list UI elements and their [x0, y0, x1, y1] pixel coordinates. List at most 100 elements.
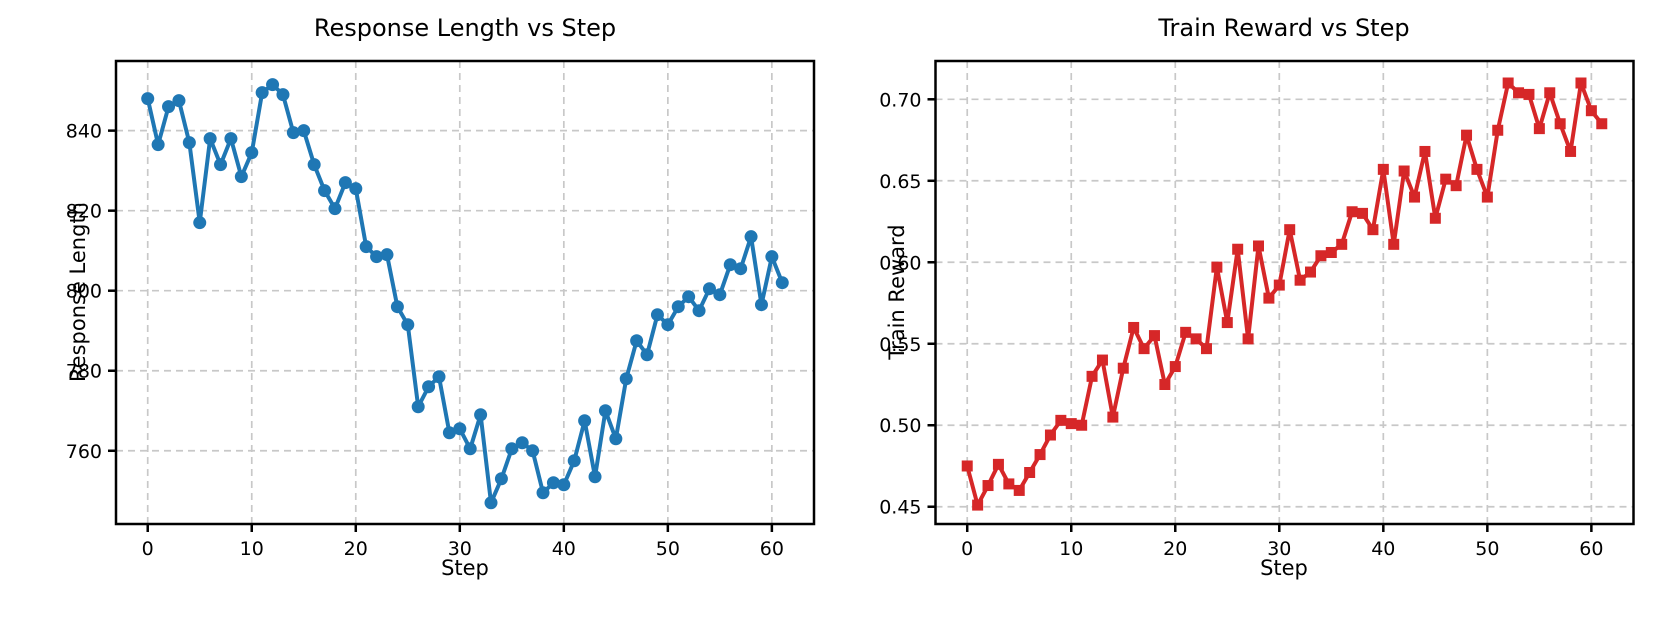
data-point-circle	[276, 88, 290, 102]
data-point-square	[1398, 165, 1410, 177]
y-tick-label: 0.50	[879, 415, 921, 437]
data-point-circle	[182, 136, 196, 150]
x-tick-label: 30	[1267, 538, 1291, 560]
data-point-square	[1003, 478, 1015, 490]
data-point-circle	[349, 182, 363, 196]
data-point-square	[1065, 418, 1077, 430]
data-point-square	[1513, 87, 1525, 99]
data-point-square	[1533, 123, 1545, 135]
data-point-square	[1544, 87, 1556, 99]
data-point-circle	[214, 158, 228, 172]
data-point-circle	[234, 170, 248, 184]
data-point-square	[1180, 326, 1192, 338]
data-point-circle	[609, 432, 623, 446]
data-point-square	[1585, 105, 1597, 117]
data-point-circle	[193, 216, 207, 230]
data-point-square	[1096, 354, 1108, 366]
response-length-plot: 0 10 20 30 40 50 60 760 780 800 820 840	[66, 59, 816, 560]
data-point-circle	[505, 442, 519, 456]
data-point-square	[1367, 224, 1379, 236]
x-tick-label: 50	[1475, 538, 1499, 560]
data-point-circle	[515, 436, 529, 450]
data-point-square	[1284, 224, 1296, 236]
data-point-square	[1305, 266, 1317, 278]
x-tick-label: 20	[1163, 538, 1187, 560]
data-point-circle	[723, 258, 737, 272]
y-tick-label: 0.65	[879, 171, 921, 193]
y-tick-label: 780	[66, 361, 102, 383]
tick-labels: 0 10 20 30 40 50 60 0.45 0.50 0.55 0.60 0.65 0.70	[879, 89, 1603, 560]
train-reward-title: Train Reward vs Step	[1158, 14, 1410, 42]
data-point-circle	[744, 230, 758, 244]
data-point-circle	[401, 318, 415, 332]
data-point-square	[1554, 118, 1566, 130]
data-point-square	[1263, 292, 1275, 304]
data-point-circle	[286, 126, 300, 140]
data-point-circle	[598, 404, 612, 418]
data-point-circle	[713, 288, 727, 302]
data-point-circle	[266, 78, 280, 92]
data-point-square	[1117, 362, 1129, 374]
data-point-square	[1429, 212, 1441, 224]
y-tick-label: 0.60	[879, 252, 921, 274]
x-tick-label: 10	[1059, 538, 1083, 560]
data-point-square	[1461, 129, 1473, 141]
data-point-circle	[640, 348, 654, 362]
y-tick-label: 0.55	[879, 334, 921, 356]
data-point-circle	[370, 250, 384, 264]
x-tick-label: 0	[961, 538, 973, 560]
data-point-circle	[442, 426, 456, 440]
data-point-circle	[307, 158, 321, 172]
data-point-square	[1357, 207, 1369, 219]
y-tick-label: 760	[66, 441, 102, 463]
data-point-square	[961, 460, 973, 472]
x-tick-label: 50	[656, 538, 680, 560]
tick-marks	[108, 129, 774, 532]
data-line	[965, 81, 1604, 508]
data-point-circle	[172, 94, 186, 108]
data-point-square	[1148, 330, 1160, 342]
y-tick-label: 0.70	[879, 89, 921, 111]
data-point-circle	[318, 184, 332, 198]
y-tick-label: 820	[66, 201, 102, 223]
data-point-square	[1086, 370, 1098, 382]
data-point-square	[1523, 88, 1535, 100]
x-tick-label: 60	[1579, 538, 1603, 560]
data-point-circle	[567, 454, 581, 468]
data-point-circle	[359, 240, 373, 254]
data-point-circle	[255, 86, 269, 100]
data-point-circle	[380, 248, 394, 262]
data-point-square	[1596, 118, 1608, 130]
axes-spines	[934, 59, 1635, 526]
data-point-circle	[297, 124, 311, 138]
data-point-circle	[484, 496, 498, 510]
train-reward-x-axis-label: Step	[1260, 556, 1308, 580]
data-point-square	[1273, 279, 1285, 291]
data-markers	[961, 77, 1608, 511]
data-point-square	[1190, 333, 1202, 345]
data-point-square	[992, 458, 1004, 470]
data-point-square	[1252, 240, 1264, 252]
data-point-circle	[692, 304, 706, 318]
data-point-square	[1419, 145, 1431, 157]
grid	[935, 61, 1634, 524]
data-point-square	[1565, 145, 1577, 157]
response-length-x-axis-label: Step	[441, 556, 489, 580]
tick-labels: 0 10 20 30 40 50 60 760 780 800 820 840	[66, 121, 784, 560]
data-point-square	[1377, 163, 1389, 175]
data-point-circle	[141, 92, 155, 106]
data-point-circle	[390, 300, 404, 314]
data-point-square	[1128, 321, 1140, 333]
data-point-circle	[661, 318, 675, 332]
data-point-circle	[203, 132, 217, 146]
data-point-circle	[630, 334, 644, 348]
data-point-circle	[328, 202, 342, 216]
x-tick-label: 40	[552, 538, 576, 560]
data-point-square	[1471, 163, 1483, 175]
data-point-square	[1169, 361, 1181, 373]
data-point-square	[1055, 414, 1067, 426]
data-point-circle	[245, 146, 259, 160]
data-point-circle	[338, 176, 352, 190]
data-point-square	[1107, 411, 1119, 423]
data-point-square	[1159, 378, 1171, 390]
